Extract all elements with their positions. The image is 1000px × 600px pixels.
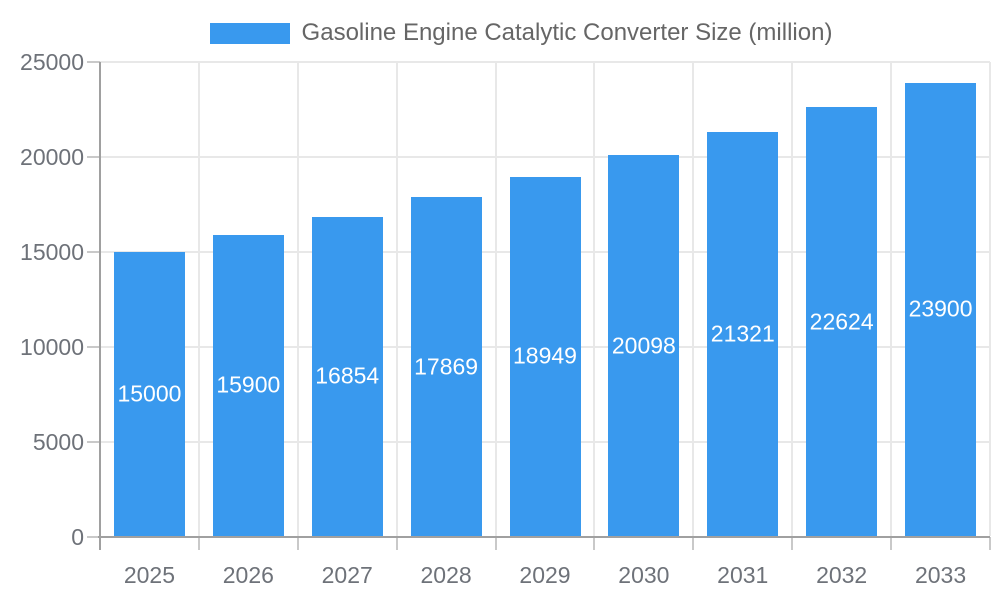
y-axis-tick	[87, 156, 100, 158]
x-axis-label: 2033	[914, 562, 967, 588]
bar[interactable]: 15900	[212, 234, 284, 536]
x-axis-tick	[890, 537, 893, 550]
x-gridline	[692, 62, 695, 536]
bar-value-label: 15000	[117, 380, 182, 407]
x-axis-label: 2031	[717, 562, 769, 588]
y-axis-tick	[87, 346, 100, 348]
y-axis-label: 5000	[32, 429, 84, 455]
y-axis-tick	[87, 251, 100, 253]
y-axis-tick	[87, 441, 100, 443]
bar[interactable]: 18949	[509, 176, 581, 536]
y-gridline	[100, 156, 990, 158]
x-axis-tick	[197, 537, 200, 550]
bar-value-label: 22624	[809, 308, 874, 335]
bar[interactable]: 23900	[905, 82, 977, 536]
y-axis-tick	[87, 61, 100, 63]
x-axis-label: 2025	[123, 562, 176, 588]
x-axis-label: 2029	[519, 562, 571, 588]
x-axis-tick	[692, 537, 695, 550]
x-axis-tick	[395, 537, 398, 550]
bar[interactable]: 17869	[410, 197, 482, 536]
x-axis-label: 2030	[618, 562, 670, 588]
y-axis-label: 20000	[20, 144, 84, 170]
x-axis-tick	[593, 537, 596, 550]
x-axis-tick	[494, 537, 497, 550]
x-gridline	[494, 62, 497, 536]
bar[interactable]: 16854	[311, 216, 383, 536]
x-gridline	[593, 62, 596, 536]
x-axis-label: 2028	[420, 562, 472, 588]
y-axis-tick	[87, 536, 100, 538]
x-gridline	[395, 62, 398, 536]
y-axis-label: 25000	[20, 49, 84, 75]
y-gridline	[100, 61, 990, 63]
x-axis-tick	[296, 537, 299, 550]
legend-label: Gasoline Engine Catalytic Converter Size…	[301, 19, 833, 46]
bar[interactable]: 22624	[806, 107, 878, 536]
bar-value-label: 18949	[513, 342, 577, 369]
bar-value-label: 17869	[414, 353, 479, 380]
bar-value-label: 15900	[216, 371, 281, 398]
x-gridline	[296, 62, 299, 536]
y-axis-label: 0	[71, 524, 84, 550]
bar-value-label: 16854	[315, 362, 380, 389]
x-gridline	[197, 62, 200, 536]
x-gridline	[890, 62, 893, 536]
bar[interactable]: 21321	[707, 131, 779, 536]
x-axis-label: 2027	[321, 562, 373, 588]
y-axis-label: 15000	[20, 239, 84, 265]
y-axis-label: 10000	[20, 334, 84, 360]
x-axis-tick	[989, 537, 991, 550]
x-gridline	[989, 62, 991, 536]
bar[interactable]: 15000	[113, 252, 185, 536]
x-axis-label: 2026	[222, 562, 274, 588]
y-axis-line	[99, 62, 101, 550]
bar-value-label: 23900	[908, 295, 973, 322]
bar-value-label: 20098	[611, 332, 676, 359]
x-axis-line	[98, 536, 990, 538]
x-axis-label: 2032	[816, 562, 868, 588]
chart-legend[interactable]: Gasoline Engine Catalytic Converter Size…	[21, 15, 1000, 51]
bar[interactable]: 20098	[608, 155, 680, 536]
x-gridline	[791, 62, 794, 536]
x-axis-tick	[791, 537, 794, 550]
legend-swatch	[209, 22, 290, 44]
bar-value-label: 21321	[710, 320, 775, 347]
